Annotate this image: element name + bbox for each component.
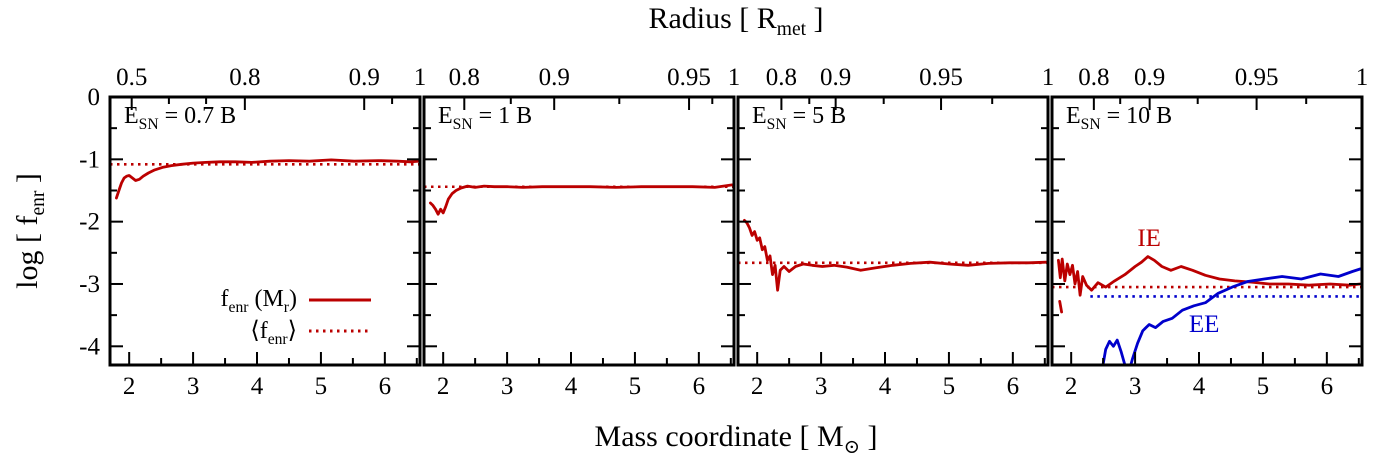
y-tick-label: -1 [79, 146, 100, 173]
annotation-ie-label: IE [1137, 225, 1161, 253]
legend-row-dotted: ⟨fenr⟩ [175, 315, 373, 348]
series-line-ee [1101, 267, 1362, 365]
annotation-ee-label: EE [1188, 311, 1220, 339]
top-tick-label: 0.8 [449, 64, 480, 91]
top-tick-label: 0.9 [820, 64, 851, 91]
panel-frame-2 [736, 95, 1050, 367]
x-tick-label: 6 [693, 373, 706, 400]
top-axis-title: Radius [ Rmet ] [648, 2, 824, 40]
y-tick-label: -3 [79, 271, 100, 298]
y-tick-label: 0 [88, 84, 101, 111]
x-tick-label: 3 [815, 373, 828, 400]
series-line-f-enr-m-r- [115, 158, 420, 200]
top-tick-label: 0.8 [766, 64, 797, 91]
series-line-ie-fragment [1058, 299, 1063, 314]
panel-label-3: ESN = 10 B [1066, 103, 1173, 133]
x-axis-title: Mass coordinate [ M⊙ ] [594, 420, 878, 458]
x-tick-label: 6 [1321, 373, 1334, 400]
legend-label-mean-fenr: ⟨fenr⟩ [250, 318, 297, 348]
x-tick-label: 5 [315, 373, 328, 400]
y-tick-label: -2 [79, 209, 100, 236]
x-tick-label: 6 [1007, 373, 1020, 400]
legend-label-fenr: fenr (Mr) [220, 286, 297, 316]
y-tick-label: -4 [79, 333, 100, 360]
top-tick-label: 0.9 [349, 64, 380, 91]
x-tick-label: 4 [565, 373, 578, 400]
series-line-f-enr-m-r- [428, 183, 734, 216]
top-tick-label: 0.9 [1134, 64, 1165, 91]
panel-frame-3 [1050, 95, 1364, 367]
legend-row-solid: fenr (Mr) [175, 284, 373, 315]
x-tick-label: 5 [1257, 373, 1270, 400]
top-tick-label: 0.5 [116, 64, 147, 91]
x-tick-label: 3 [1129, 373, 1142, 400]
panel-frame-1 [422, 95, 736, 367]
top-tick-label: 1 [1356, 64, 1369, 91]
x-tick-label: 2 [123, 373, 136, 400]
x-tick-label: 6 [379, 373, 392, 400]
panel-frame-0 [108, 95, 422, 367]
panel-label-0: ESN = 0.7 B [124, 103, 237, 133]
top-tick-label: 1 [414, 64, 427, 91]
top-tick-label: 1 [728, 64, 741, 91]
series-line-f-enr-m-r- [743, 218, 1048, 292]
x-tick-label: 2 [1065, 373, 1078, 400]
x-tick-label: 4 [251, 373, 264, 400]
series-line-ie [1057, 255, 1362, 297]
top-tick-label: 0.8 [229, 64, 260, 91]
y-axis-title: log [ fenr ] [11, 173, 49, 289]
top-tick-label: 0.95 [1235, 64, 1279, 91]
x-tick-label: 4 [879, 373, 892, 400]
legend-line-solid [309, 298, 371, 301]
x-tick-label: 2 [751, 373, 764, 400]
x-tick-label: 5 [629, 373, 642, 400]
x-tick-label: 5 [943, 373, 956, 400]
top-tick-label: 1 [1042, 64, 1055, 91]
top-tick-label: 0.95 [667, 64, 711, 91]
panel-label-2: ESN = 5 B [752, 103, 847, 133]
x-tick-label: 2 [437, 373, 450, 400]
x-tick-label: 3 [187, 373, 200, 400]
panel-label-1: ESN = 1 B [438, 103, 533, 133]
x-tick-label: 4 [1193, 373, 1206, 400]
legend: fenr (Mr) ⟨fenr⟩ [175, 284, 373, 348]
top-tick-label: 0.9 [539, 64, 570, 91]
x-tick-label: 3 [501, 373, 514, 400]
top-tick-label: 0.95 [919, 64, 963, 91]
top-tick-label: 0.8 [1078, 64, 1109, 91]
legend-line-dotted [309, 329, 371, 332]
